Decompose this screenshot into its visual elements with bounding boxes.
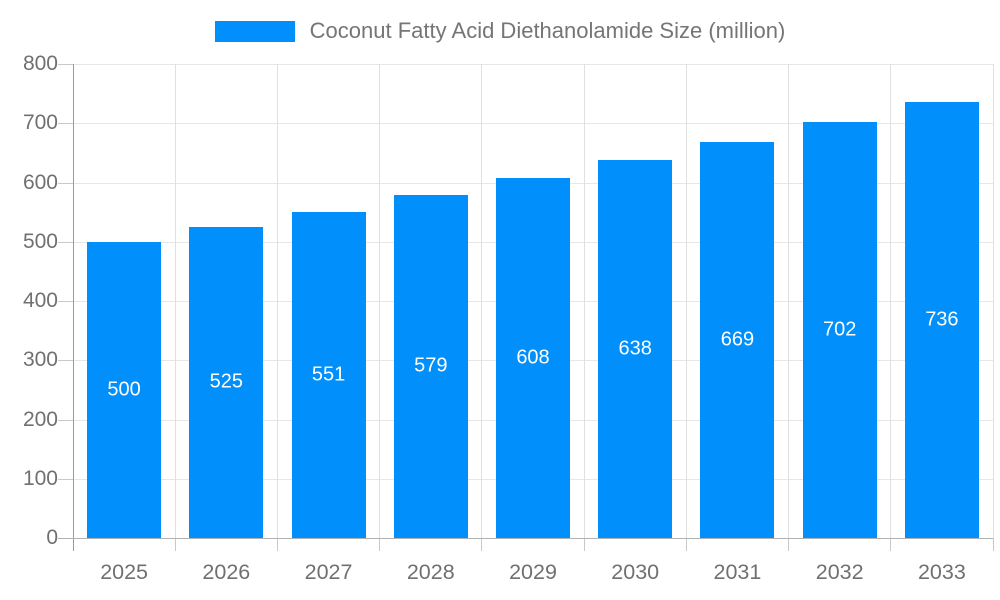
x-axis-tick-1 (174, 538, 176, 551)
gridline-v-6 (685, 64, 687, 538)
x-axis-tick-7 (788, 538, 790, 551)
x-axis-tick-2 (276, 538, 278, 551)
bar-value-label-2031: 669 (720, 328, 755, 351)
y-axis-label-700: 700 (22, 111, 58, 135)
y-axis-label-100: 100 (22, 466, 58, 490)
x-axis-line (58, 538, 993, 539)
y-axis-tick-400 (58, 301, 73, 302)
gridline-v-7 (788, 64, 790, 538)
x-axis-tick-5 (583, 538, 585, 551)
x-axis-label-2027: 2027 (304, 560, 353, 584)
y-axis-tick-300 (58, 360, 73, 362)
bar-2027[interactable] (291, 211, 366, 538)
y-axis-label-400: 400 (22, 289, 58, 312)
bar-value-label-2026: 525 (209, 370, 244, 393)
gridline-v-1 (174, 64, 176, 538)
x-axis-tick-3 (379, 538, 381, 551)
bar-value-label-2030: 638 (618, 337, 652, 360)
y-axis-line (73, 64, 74, 551)
y-axis-tick-200 (58, 419, 73, 421)
x-axis-tick-9 (992, 538, 994, 551)
legend-label: Coconut Fatty Acid Diethanolamide Size (… (309, 18, 786, 43)
gridline-v-3 (379, 64, 381, 538)
bar-2032[interactable] (802, 122, 877, 538)
x-axis-label-2028: 2028 (406, 560, 455, 584)
gridline-v-4 (481, 64, 483, 538)
bar-value-label-2028: 579 (414, 354, 448, 377)
plot-area: 500 525 551 579 608 638 669 702 736 (73, 64, 994, 538)
bar-2026[interactable] (189, 226, 264, 538)
x-axis-label-2026: 2026 (202, 560, 251, 584)
x-axis-label-2029: 2029 (509, 560, 557, 584)
y-axis-label-300: 300 (22, 348, 58, 372)
gridline-h-700 (73, 123, 993, 125)
x-axis-label-2032: 2032 (815, 560, 864, 584)
chart-legend[interactable]: Coconut Fatty Acid Diethanolamide Size (… (0, 18, 1000, 44)
x-axis-label-2030: 2030 (611, 560, 660, 584)
y-axis-label-800: 800 (22, 52, 58, 75)
y-axis-label-500: 500 (22, 229, 58, 253)
bar-2030[interactable] (598, 160, 673, 538)
bar-value-label-2027: 551 (311, 363, 346, 386)
y-axis-tick-500 (58, 241, 73, 243)
bar-2025[interactable] (87, 241, 162, 538)
gridline-v-9 (992, 64, 994, 538)
legend-swatch-icon (214, 20, 295, 42)
x-axis-tick-4 (481, 538, 483, 551)
gridline-v-5 (583, 64, 585, 538)
bar-value-label-2032: 702 (822, 318, 857, 341)
bar-value-label-2033: 736 (925, 308, 959, 331)
bar-2033[interactable] (904, 101, 979, 538)
gridline-v-8 (890, 64, 892, 538)
gridline-h-800 (73, 64, 993, 65)
gridline-v-2 (276, 64, 278, 538)
bar-2028[interactable] (393, 194, 468, 538)
y-axis-tick-100 (58, 478, 73, 480)
y-axis-tick-600 (58, 182, 73, 184)
y-axis-tick-800 (58, 64, 73, 65)
x-axis-label-2025: 2025 (100, 560, 149, 584)
bar-2029[interactable] (496, 177, 570, 538)
bar-2031[interactable] (700, 141, 775, 538)
y-axis-tick-700 (58, 123, 73, 125)
bar-value-label-2025: 500 (107, 378, 141, 401)
x-axis-label-2033: 2033 (917, 560, 966, 584)
x-axis-tick-8 (890, 538, 892, 551)
bar-value-label-2029: 608 (516, 346, 550, 369)
y-axis-label-0: 0 (46, 526, 58, 549)
x-axis-label-2031: 2031 (713, 560, 762, 584)
x-axis-tick-6 (685, 538, 687, 551)
y-axis-label-200: 200 (22, 407, 58, 431)
y-axis-label-600: 600 (22, 170, 58, 194)
